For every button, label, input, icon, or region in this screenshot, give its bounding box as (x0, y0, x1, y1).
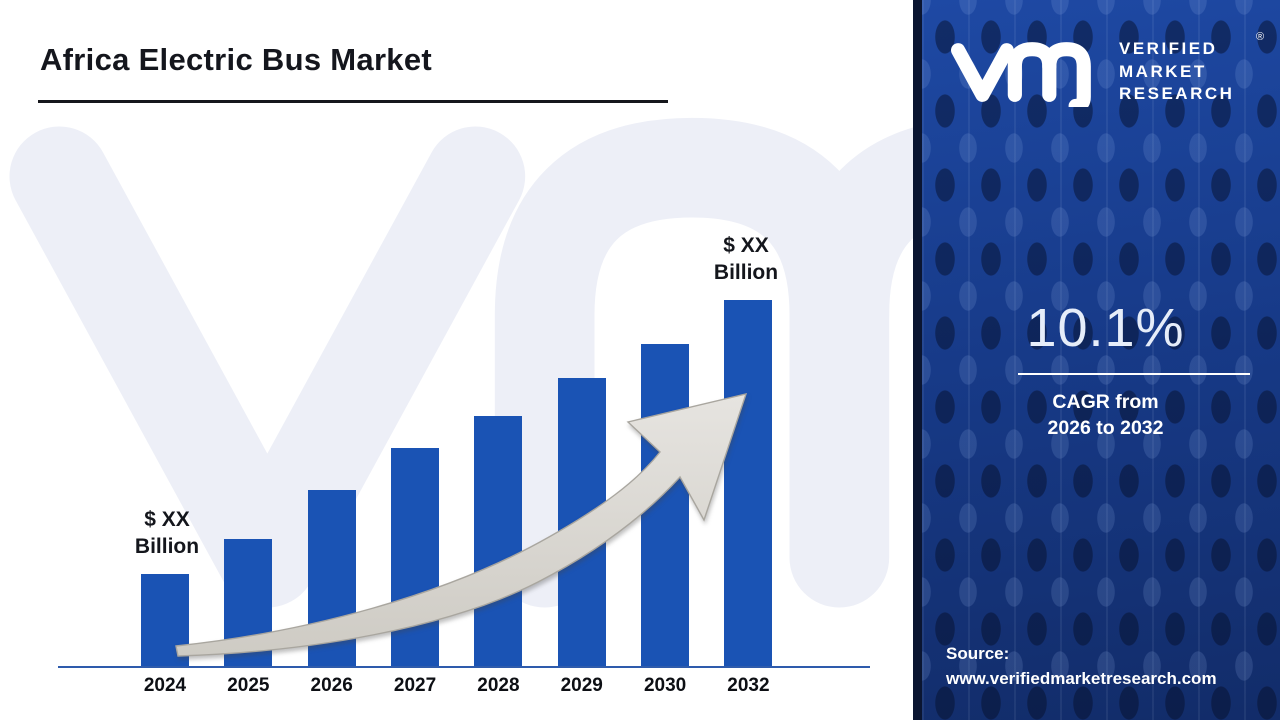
x-tick-2030: 2030 (643, 675, 687, 696)
page-title: Africa Electric Bus Market (40, 42, 433, 77)
title-underline (38, 100, 668, 103)
registered-trademark-icon: ® (1256, 31, 1265, 43)
brand-name: VERIFIED MARKET RESEARCH (1119, 38, 1234, 106)
brand-sidebar: VERIFIED MARKET RESEARCH ® 10.1% CAGR fr… (913, 0, 1280, 720)
cagr-value: 10.1% (1026, 298, 1185, 358)
bar-2028 (474, 416, 523, 666)
cagr-label-line2: 2026 to 2032 (1047, 417, 1164, 439)
first-bar-value-label: $ XX Billion (92, 506, 242, 560)
sidebar-edge-strip (913, 0, 922, 720)
x-axis-line (58, 666, 870, 668)
bar-2024 (141, 574, 189, 666)
source-url-link[interactable]: www.verifiedmarketresearch.com (946, 669, 1217, 688)
bar-2032 (724, 300, 773, 666)
brand-line-research: RESEARCH (1119, 84, 1235, 103)
x-tick-2026: 2026 (310, 675, 353, 696)
first-bar-value-line2: Billion (134, 535, 200, 558)
x-tick-2024: 2024 (143, 675, 187, 696)
cagr-divider (1018, 373, 1250, 375)
x-tick-2029: 2029 (560, 675, 603, 696)
bar-2030 (641, 343, 690, 666)
bar-2029 (557, 378, 606, 666)
x-tick-2032: 2032 (727, 675, 770, 696)
last-bar-value-label: $ XX Billion (671, 232, 821, 286)
traffic-photo-background: VERIFIED MARKET RESEARCH ® 10.1% CAGR fr… (922, 0, 1280, 720)
brand-line-verified: VERIFIED (1119, 39, 1218, 58)
bar-2027 (391, 447, 440, 666)
first-bar-value-line1: $ XX (144, 508, 190, 531)
last-bar-value-line1: $ XX (723, 234, 769, 257)
vmr-logo-icon (951, 42, 1091, 107)
cagr-label-line1: CAGR from (1052, 391, 1159, 413)
cagr-label: CAGR from 2026 to 2032 (931, 389, 1280, 441)
x-tick-2027: 2027 (393, 675, 437, 696)
source-label: Source: (946, 644, 1010, 663)
x-tick-2028: 2028 (477, 675, 520, 696)
bar-2026 (307, 490, 356, 666)
last-bar-value-line2: Billion (713, 261, 779, 284)
source-block: Source: www.verifiedmarketresearch.com (946, 641, 1217, 691)
brand-line-market: MARKET (1119, 61, 1207, 81)
x-tick-2025: 2025 (227, 675, 270, 696)
